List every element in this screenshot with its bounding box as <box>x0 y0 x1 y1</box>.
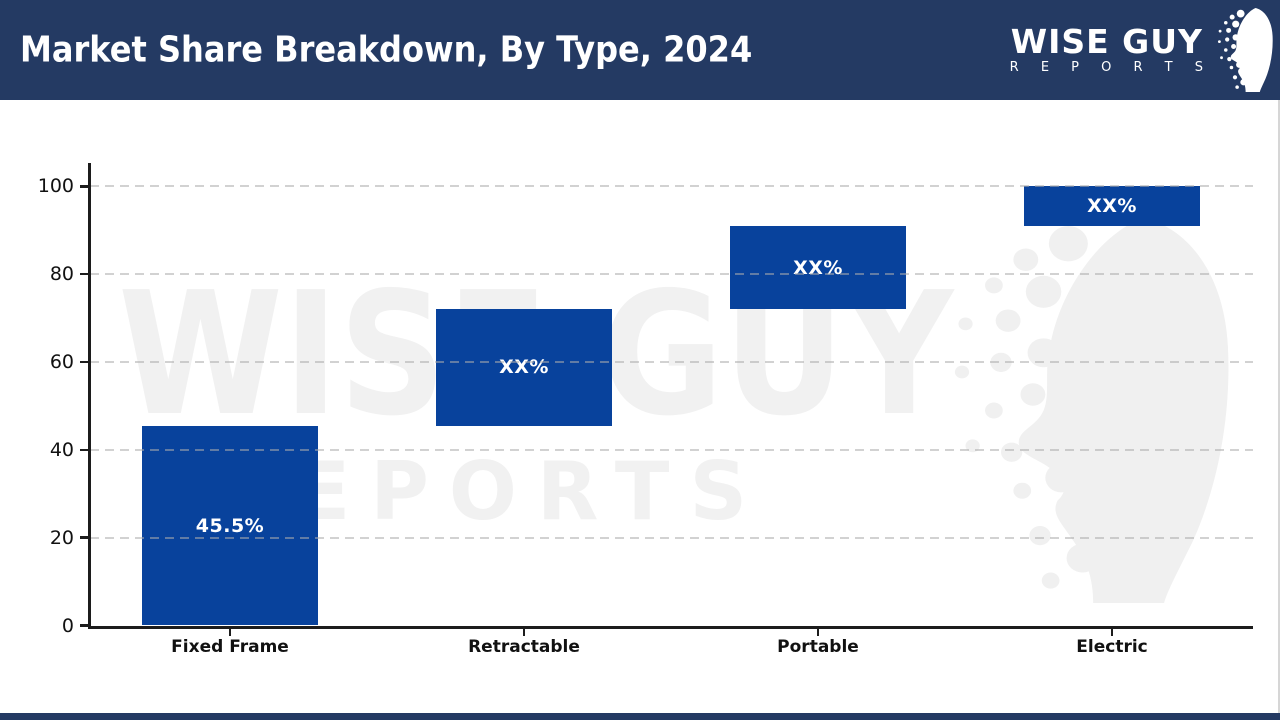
bar-value-label: 45.5% <box>195 514 265 537</box>
y-tick-80 <box>80 272 88 276</box>
x-axis-label-electric: Electric <box>1076 637 1148 657</box>
x-axis-spine <box>88 625 1253 629</box>
x-tick-retractable <box>522 628 526 636</box>
y-tick-label-40: 40 <box>49 438 74 461</box>
gridline-40 <box>90 448 1253 451</box>
bar-value-label: XX% <box>793 256 843 279</box>
y-tick-60 <box>80 360 88 364</box>
y-tick-100 <box>80 185 88 188</box>
y-tick-0 <box>80 624 88 627</box>
x-tick-electric <box>1110 628 1114 636</box>
brand-name: WISE GUY <box>1010 21 1203 61</box>
screenshot-right-edge <box>1278 100 1280 713</box>
x-tick-fixed-frame <box>228 628 232 636</box>
watermark-face-icon <box>845 218 1235 603</box>
bar-fixed-frame: 45.5% <box>142 425 318 626</box>
y-tick-20 <box>80 536 88 539</box>
bar-value-label: XX% <box>499 356 549 379</box>
bar-value-label: XX% <box>1087 195 1137 218</box>
gridline-20 <box>90 536 1253 539</box>
y-axis-spine <box>88 163 91 628</box>
brand-subtitle: R E P O R T S <box>1009 60 1212 76</box>
x-axis-label-fixed-frame: Fixed Frame <box>171 637 289 657</box>
gridline-80 <box>90 273 1253 276</box>
x-axis-label-retractable: Retractable <box>468 637 580 657</box>
brand-wordmark: WISE GUY R E P O R T S <box>1002 21 1212 76</box>
y-tick-label-0: 0 <box>61 614 74 637</box>
x-tick-portable <box>816 628 820 636</box>
y-tick-label-60: 60 <box>49 350 74 373</box>
x-axis-label-portable: Portable <box>777 637 859 657</box>
y-tick-label-100: 100 <box>37 175 74 198</box>
bar-retractable: XX% <box>436 309 612 426</box>
y-tick-label-80: 80 <box>49 263 74 286</box>
y-tick-label-20: 20 <box>49 526 74 549</box>
y-tick-40 <box>80 448 88 452</box>
bar-portable: XX% <box>730 225 906 310</box>
header-bar: Market Share Breakdown, By Type, 2024 WI… <box>0 0 1280 100</box>
gridline-60 <box>90 360 1253 363</box>
gridline-100 <box>90 185 1253 188</box>
bar-electric: XX% <box>1024 186 1200 226</box>
dotted-face-icon <box>1196 8 1274 92</box>
brand-logo: WISE GUY R E P O R T S <box>1002 6 1274 94</box>
footer-bar <box>0 713 1280 720</box>
page-title: Market Share Breakdown, By Type, 2024 <box>20 29 753 71</box>
